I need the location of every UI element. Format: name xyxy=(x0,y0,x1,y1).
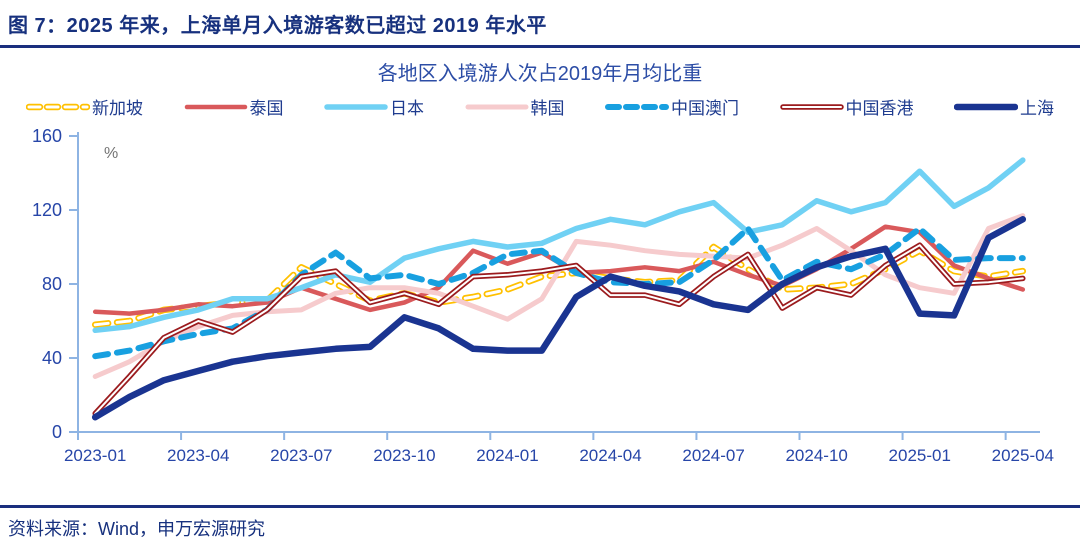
legend-label: 韩国 xyxy=(530,99,565,118)
legend-marker-上海 xyxy=(954,103,1018,110)
chart-title: 各地区入境游人次占2019年月均比重 xyxy=(377,63,703,85)
figure-caption: 图 7：2025 年来，上海单月入境游客数已超过 2019 年水平 xyxy=(0,0,1080,48)
x-tick-label: 2023-07 xyxy=(270,446,332,465)
y-tick-label: 80 xyxy=(42,274,62,294)
legend-marker-泰国 xyxy=(184,104,247,109)
legend-label: 日本 xyxy=(390,99,424,118)
legend-marker-中国澳门 xyxy=(605,103,669,110)
line-chart: 0 40 80 120 160 2023-01 2023-04 2023-07 2023-10 2… xyxy=(32,126,1054,465)
unit-label: % xyxy=(104,145,118,162)
x-tick-label: 2025-04 xyxy=(992,446,1054,465)
y-tick-label: 160 xyxy=(32,126,62,146)
legend-label: 泰国 xyxy=(249,99,284,118)
y-tick-label: 40 xyxy=(42,348,62,368)
series-line-inner-中国香港 xyxy=(94,244,1024,415)
legend-label: 中国澳门 xyxy=(671,99,739,118)
source-note: 资料来源：Wind，申万宏源研究 xyxy=(0,505,1080,541)
series-line-日本 xyxy=(92,157,1026,334)
y-tick-label: 120 xyxy=(32,200,62,220)
legend-marker-日本 xyxy=(324,103,388,110)
x-tick-label: 2023-01 xyxy=(64,446,126,465)
series-line-上海 xyxy=(91,216,1027,421)
legend-label: 上海 xyxy=(1020,99,1054,118)
legend-marker-新加坡 xyxy=(26,103,90,110)
legend-marker-中国香港 xyxy=(779,103,844,110)
x-tick-label: 2024-07 xyxy=(682,446,744,465)
legend-item-中国香港: 中国香港 xyxy=(779,94,914,119)
legend-item-日本: 日本 xyxy=(324,94,424,119)
legend-item-泰国: 泰国 xyxy=(184,94,284,119)
chart-legend: 新加坡 泰国 日本 韩国 中国澳门 中国香港 上海 xyxy=(0,86,1080,119)
x-tick-label: 2025-01 xyxy=(889,446,951,465)
legend-marker-韩国 xyxy=(465,104,528,109)
x-tick-label: 2023-10 xyxy=(373,446,435,465)
y-tick-label: 0 xyxy=(52,422,62,442)
legend-item-新加坡: 新加坡 xyxy=(26,94,143,119)
legend-item-中国澳门: 中国澳门 xyxy=(605,94,739,119)
x-tick-label: 2024-01 xyxy=(476,446,538,465)
series-line-韩国 xyxy=(92,213,1026,379)
legend-label: 新加坡 xyxy=(92,99,143,118)
x-tick-label: 2024-04 xyxy=(579,446,641,465)
x-tick-label: 2023-04 xyxy=(167,446,229,465)
legend-item-上海: 上海 xyxy=(954,94,1054,119)
legend-label: 中国香港 xyxy=(845,99,914,118)
legend-item-韩国: 韩国 xyxy=(465,94,565,119)
x-tick-label: 2024-10 xyxy=(785,446,847,465)
